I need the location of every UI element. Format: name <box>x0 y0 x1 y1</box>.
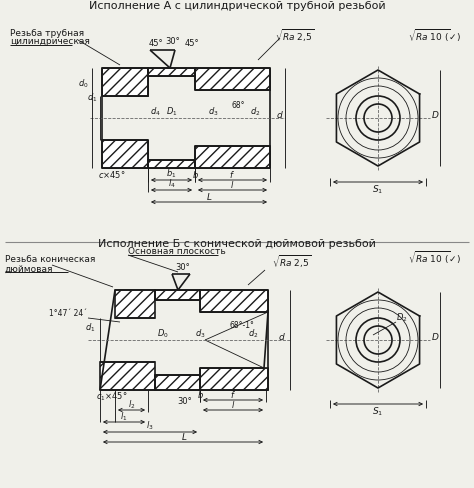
Bar <box>200 290 268 312</box>
Text: $d$: $d$ <box>278 331 286 343</box>
Text: $d_1$: $d_1$ <box>87 92 97 104</box>
Bar <box>148 68 195 76</box>
Text: $L$: $L$ <box>181 430 187 442</box>
Text: $c{\times}45°$: $c{\times}45°$ <box>98 168 126 180</box>
Polygon shape <box>100 362 155 390</box>
Text: $\sqrt{Ra\ 10\ (}\checkmark)$: $\sqrt{Ra\ 10\ (}\checkmark)$ <box>408 250 461 266</box>
Text: 1°47´ 24´: 1°47´ 24´ <box>49 309 87 319</box>
Bar <box>155 375 200 390</box>
Bar <box>102 68 148 96</box>
Text: $f$: $f$ <box>230 389 236 401</box>
Text: $D$: $D$ <box>431 331 439 343</box>
Text: $l$: $l$ <box>231 400 235 410</box>
Text: $c_1{\times}45°$: $c_1{\times}45°$ <box>96 391 128 403</box>
Text: $S_1$: $S_1$ <box>373 406 383 418</box>
Bar <box>155 375 200 390</box>
Text: $l_3$: $l_3$ <box>146 420 154 432</box>
Text: 30°: 30° <box>178 398 192 407</box>
Text: $d_3$: $d_3$ <box>195 328 205 340</box>
Bar <box>200 368 268 390</box>
Text: Основная плоскость: Основная плоскость <box>128 247 226 257</box>
Text: $D_1$: $D_1$ <box>166 106 178 118</box>
Text: $\sqrt{Ra\ 2{,}5}$: $\sqrt{Ra\ 2{,}5}$ <box>275 28 314 44</box>
Bar <box>200 368 268 390</box>
Text: 68°: 68° <box>231 102 245 110</box>
Text: $d_2$: $d_2$ <box>248 328 258 340</box>
Text: $D$: $D$ <box>431 109 439 121</box>
Text: Исполнение Б с конической дюймовой резьбой: Исполнение Б с конической дюймовой резьб… <box>98 239 376 249</box>
Text: 68°-1°: 68°-1° <box>229 321 255 329</box>
Text: $l_1$: $l_1$ <box>120 411 128 423</box>
Text: $D_2$: $D_2$ <box>396 312 408 324</box>
Bar <box>148 68 195 76</box>
Text: $l$: $l$ <box>230 179 235 189</box>
Text: 30°: 30° <box>165 37 181 45</box>
Text: $d_4$: $d_4$ <box>150 106 160 118</box>
Text: 45°: 45° <box>149 40 164 48</box>
Bar <box>195 146 270 168</box>
Text: $L$: $L$ <box>206 190 212 202</box>
Bar <box>148 160 195 168</box>
Text: $D_0$: $D_0$ <box>157 328 169 340</box>
Text: $b_1$: $b_1$ <box>166 168 177 180</box>
Text: $l_2$: $l_2$ <box>128 399 135 411</box>
Text: $d_0$: $d_0$ <box>78 78 89 90</box>
Text: Резьба коническая: Резьба коническая <box>5 256 95 264</box>
Bar <box>195 68 270 90</box>
Bar <box>155 290 200 300</box>
Text: $d_3$: $d_3$ <box>208 106 219 118</box>
Bar <box>102 68 148 96</box>
Text: $S_1$: $S_1$ <box>373 184 383 196</box>
Text: $d$: $d$ <box>276 109 284 121</box>
Text: $b$: $b$ <box>191 168 199 180</box>
Bar <box>200 290 268 312</box>
Bar <box>102 140 148 168</box>
Bar <box>195 68 270 90</box>
Text: Исполнение А с цилиндрической трубной резьбой: Исполнение А с цилиндрической трубной ре… <box>89 1 385 11</box>
Bar <box>195 146 270 168</box>
Text: Резьба трубная: Резьба трубная <box>10 28 84 38</box>
Text: 45°: 45° <box>185 40 199 48</box>
Text: $\sqrt{Ra\ 10\ (}\checkmark)$: $\sqrt{Ra\ 10\ (}\checkmark)$ <box>408 28 461 44</box>
Bar <box>102 140 148 168</box>
Bar <box>148 160 195 168</box>
Text: $d_1$: $d_1$ <box>84 322 95 334</box>
Text: цилиндрическая: цилиндрическая <box>10 38 90 46</box>
Bar <box>155 290 200 300</box>
Text: $d_2$: $d_2$ <box>250 106 260 118</box>
Text: $f$: $f$ <box>229 168 236 180</box>
Text: дюймовая: дюймовая <box>5 264 54 273</box>
Text: $\sqrt{Ra\ 2{,}5}$: $\sqrt{Ra\ 2{,}5}$ <box>272 254 311 270</box>
Text: $b$: $b$ <box>197 389 203 401</box>
Text: 30°: 30° <box>176 264 191 272</box>
Polygon shape <box>115 290 155 318</box>
Text: $l_4$: $l_4$ <box>168 178 175 190</box>
